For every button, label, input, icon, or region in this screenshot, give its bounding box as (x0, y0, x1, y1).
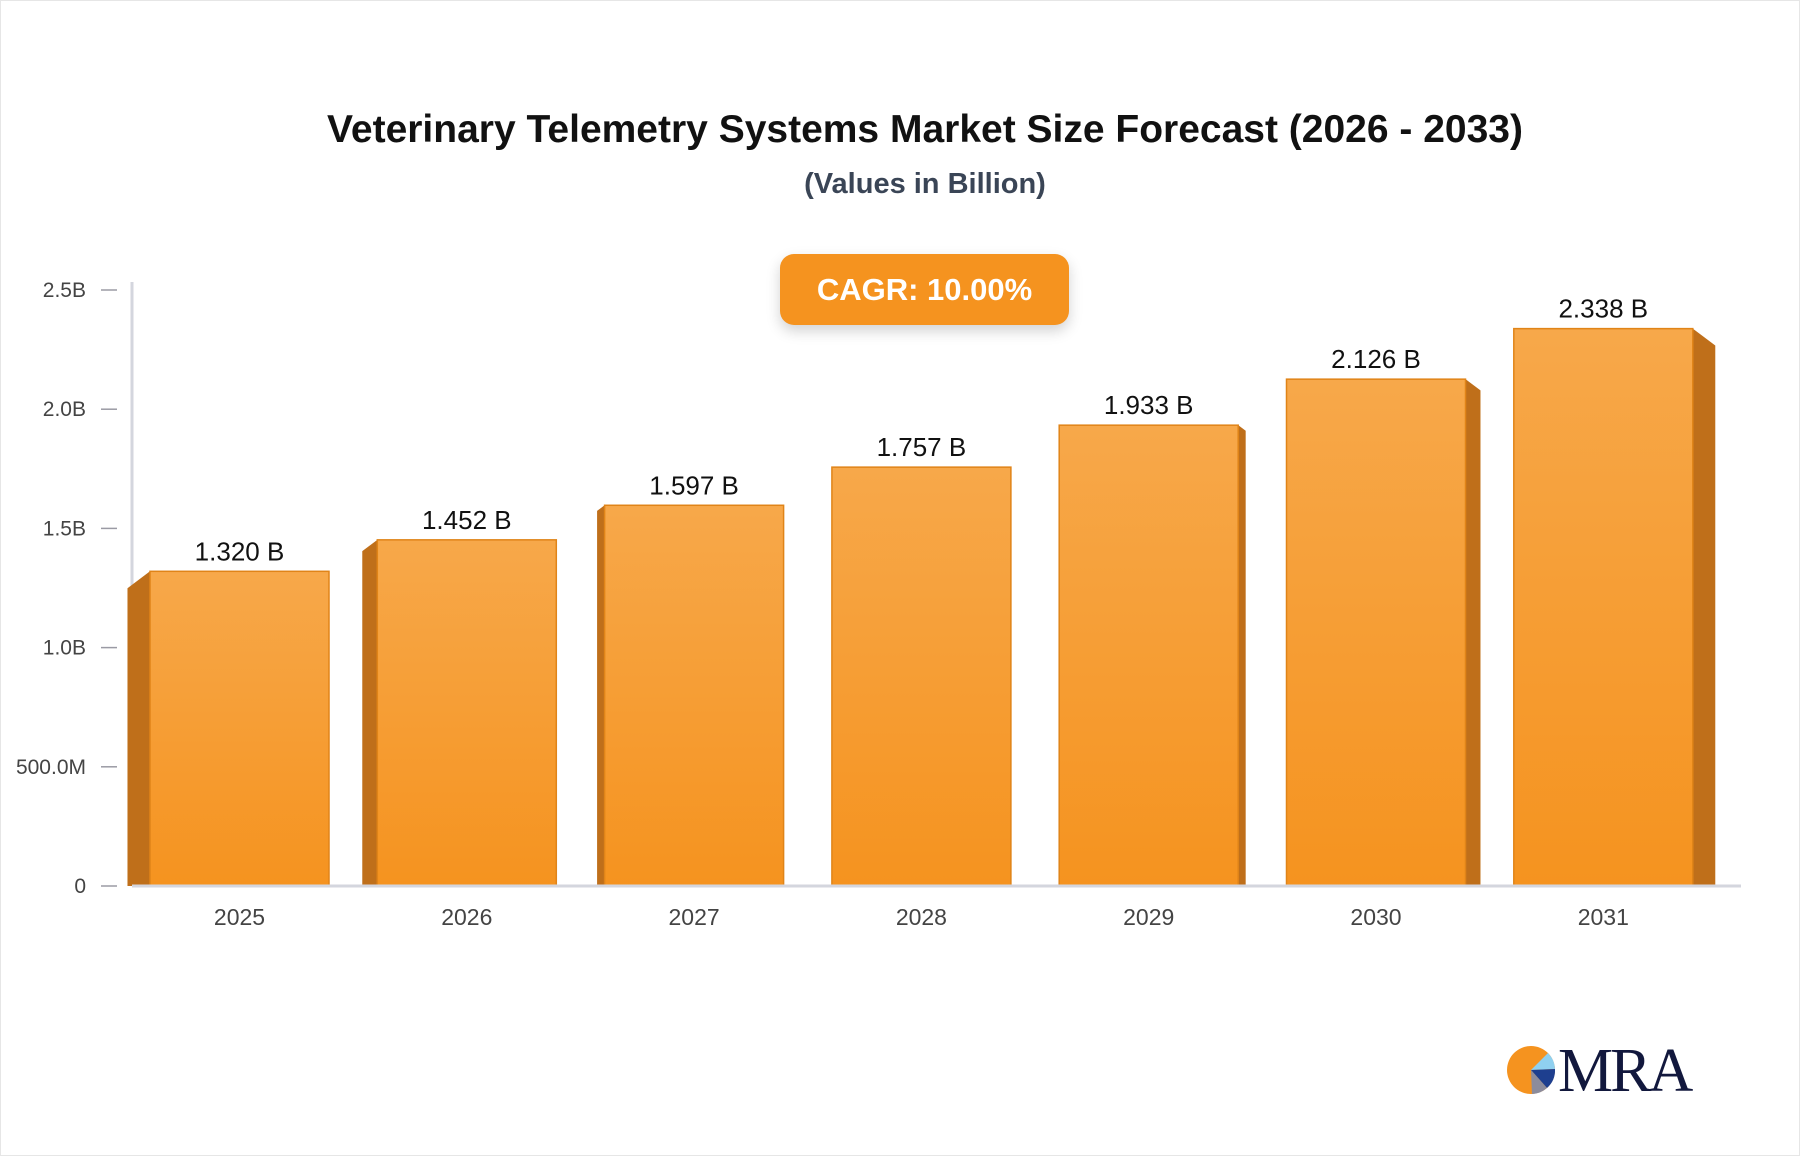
bar (1513, 327, 1694, 887)
bar-group: 1.933 B (1058, 390, 1246, 887)
bar (149, 570, 330, 887)
bar-group: 1.452 B (362, 505, 558, 887)
data-label: 1.933 B (1104, 390, 1194, 420)
y-tick-label: 0 (74, 875, 86, 898)
x-tick-label: 2031 (1578, 904, 1629, 930)
bar (1285, 378, 1467, 887)
bar (603, 504, 785, 887)
x-tick-label: 2027 (669, 904, 720, 930)
bar-side (362, 539, 378, 886)
x-tick-label: 2028 (896, 904, 947, 930)
bar-group: 1.597 B (597, 470, 785, 887)
bar-group: 1.320 B (127, 536, 330, 887)
y-tick-label: 500.0M (16, 756, 86, 779)
bar-side (127, 571, 150, 886)
y-tick-label: 2.5B (43, 279, 86, 302)
y-axis: 0 500.0M 1.0B 1.5B 2.0B 2.5B (16, 279, 134, 898)
data-label: 2.126 B (1331, 344, 1421, 374)
bar-group: 2.126 B (1285, 344, 1481, 887)
x-tick-label: 2025 (214, 904, 265, 930)
logo-text: MRA (1558, 1037, 1693, 1105)
y-tick-label: 2.0B (43, 398, 86, 421)
bar (831, 466, 1012, 887)
data-label: 1.452 B (422, 505, 512, 535)
pie-logo-icon (1507, 1046, 1556, 1094)
x-tick-label: 2026 (441, 904, 492, 930)
bar-side (597, 505, 605, 886)
chart-title: Veterinary Telemetry Systems Market Size… (327, 108, 1523, 151)
y-tick-label: 1.5B (43, 517, 86, 540)
data-label: 1.320 B (195, 536, 285, 566)
bar-side (1465, 379, 1481, 886)
bar-side (1238, 425, 1246, 886)
bar-group: 2.338 B (1513, 294, 1716, 887)
x-tick-label: 2030 (1350, 904, 1401, 930)
bar (1058, 424, 1239, 887)
bar (376, 539, 558, 887)
bars: 1.320 B 1.452 B 1.597 B 1.757 B 1.933 B 2.126… (127, 294, 1716, 887)
data-label: 1.597 B (649, 470, 739, 500)
bar-group: 1.757 B (831, 432, 1012, 887)
mra-logo: MRA (1506, 1037, 1696, 1105)
chart-subtitle: (Values in Billion) (804, 168, 1046, 200)
data-label: 1.757 B (877, 432, 967, 462)
data-label: 2.338 B (1558, 294, 1648, 324)
x-tick-label: 2029 (1123, 904, 1174, 930)
bar-side (1692, 328, 1716, 886)
x-axis: 2025 2026 2027 2028 2029 2030 2031 (132, 884, 1741, 930)
cagr-badge: CAGR: 10.00% (780, 254, 1069, 325)
y-tick-label: 1.0B (43, 637, 86, 660)
